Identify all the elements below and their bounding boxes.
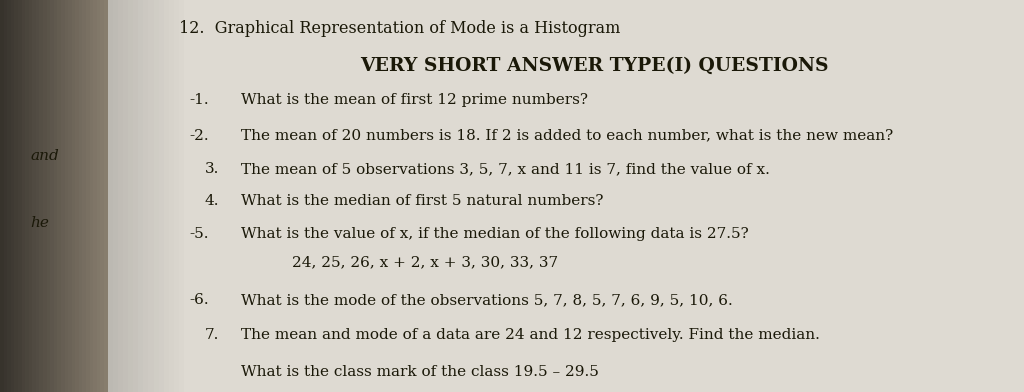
- FancyBboxPatch shape: [33, 0, 36, 392]
- Text: What is the median of first 5 natural numbers?: What is the median of first 5 natural nu…: [241, 194, 603, 208]
- FancyBboxPatch shape: [65, 0, 68, 392]
- FancyBboxPatch shape: [57, 0, 61, 392]
- FancyBboxPatch shape: [7, 0, 10, 392]
- FancyBboxPatch shape: [108, 0, 113, 392]
- Text: 24, 25, 26, x + 2, x + 3, 30, 33, 37: 24, 25, 26, x + 2, x + 3, 30, 33, 37: [292, 256, 558, 270]
- FancyBboxPatch shape: [138, 0, 143, 392]
- Text: What is the value of x, if the median of the following data is 27.5?: What is the value of x, if the median of…: [241, 227, 749, 241]
- Text: and: and: [31, 149, 59, 163]
- FancyBboxPatch shape: [93, 0, 96, 392]
- FancyBboxPatch shape: [76, 0, 79, 392]
- FancyBboxPatch shape: [108, 0, 1024, 392]
- FancyBboxPatch shape: [29, 0, 33, 392]
- Text: -5.: -5.: [189, 227, 209, 241]
- FancyBboxPatch shape: [10, 0, 14, 392]
- Text: -1.: -1.: [189, 93, 209, 107]
- FancyBboxPatch shape: [53, 0, 57, 392]
- FancyBboxPatch shape: [143, 0, 148, 392]
- Text: What is the mode of the observations 5, 7, 8, 5, 7, 6, 9, 5, 10, 6.: What is the mode of the observations 5, …: [241, 293, 732, 307]
- FancyBboxPatch shape: [148, 0, 154, 392]
- Text: What is the mean of first 12 prime numbers?: What is the mean of first 12 prime numbe…: [241, 93, 588, 107]
- FancyBboxPatch shape: [3, 0, 7, 392]
- Text: 12.  Graphical Representation of Mode is a Histogram: 12. Graphical Representation of Mode is …: [179, 20, 621, 36]
- FancyBboxPatch shape: [22, 0, 25, 392]
- FancyBboxPatch shape: [50, 0, 54, 392]
- FancyBboxPatch shape: [154, 0, 159, 392]
- Text: he: he: [31, 216, 49, 230]
- Text: -6.: -6.: [189, 293, 209, 307]
- FancyBboxPatch shape: [113, 0, 118, 392]
- FancyBboxPatch shape: [90, 0, 93, 392]
- FancyBboxPatch shape: [123, 0, 128, 392]
- Text: The mean of 5 observations 3, 5, 7, x and 11 is 7, find the value of x.: The mean of 5 observations 3, 5, 7, x an…: [241, 162, 769, 176]
- FancyBboxPatch shape: [39, 0, 43, 392]
- FancyBboxPatch shape: [43, 0, 47, 392]
- FancyBboxPatch shape: [96, 0, 100, 392]
- Text: -2.: -2.: [189, 129, 209, 143]
- FancyBboxPatch shape: [14, 0, 17, 392]
- Text: The mean of 20 numbers is 18. If 2 is added to each number, what is the new mean: The mean of 20 numbers is 18. If 2 is ad…: [241, 129, 893, 143]
- FancyBboxPatch shape: [133, 0, 138, 392]
- FancyBboxPatch shape: [17, 0, 22, 392]
- Text: VERY SHORT ANSWER TYPE(I) QUESTIONS: VERY SHORT ANSWER TYPE(I) QUESTIONS: [359, 57, 828, 75]
- FancyBboxPatch shape: [0, 0, 108, 392]
- FancyBboxPatch shape: [25, 0, 29, 392]
- FancyBboxPatch shape: [79, 0, 82, 392]
- FancyBboxPatch shape: [0, 0, 4, 392]
- Text: What is the class mark of the class 19.5 – 29.5: What is the class mark of the class 19.5…: [241, 365, 598, 379]
- FancyBboxPatch shape: [159, 0, 164, 392]
- FancyBboxPatch shape: [128, 0, 133, 392]
- FancyBboxPatch shape: [72, 0, 76, 392]
- FancyBboxPatch shape: [118, 0, 123, 392]
- FancyBboxPatch shape: [68, 0, 72, 392]
- FancyBboxPatch shape: [82, 0, 86, 392]
- FancyBboxPatch shape: [47, 0, 50, 392]
- FancyBboxPatch shape: [61, 0, 65, 392]
- FancyBboxPatch shape: [86, 0, 90, 392]
- Text: The mean and mode of a data are 24 and 12 respectively. Find the median.: The mean and mode of a data are 24 and 1…: [241, 328, 819, 343]
- Text: 3.: 3.: [205, 162, 219, 176]
- FancyBboxPatch shape: [36, 0, 39, 392]
- Text: 4.: 4.: [205, 194, 219, 208]
- Text: 7.: 7.: [205, 328, 219, 343]
